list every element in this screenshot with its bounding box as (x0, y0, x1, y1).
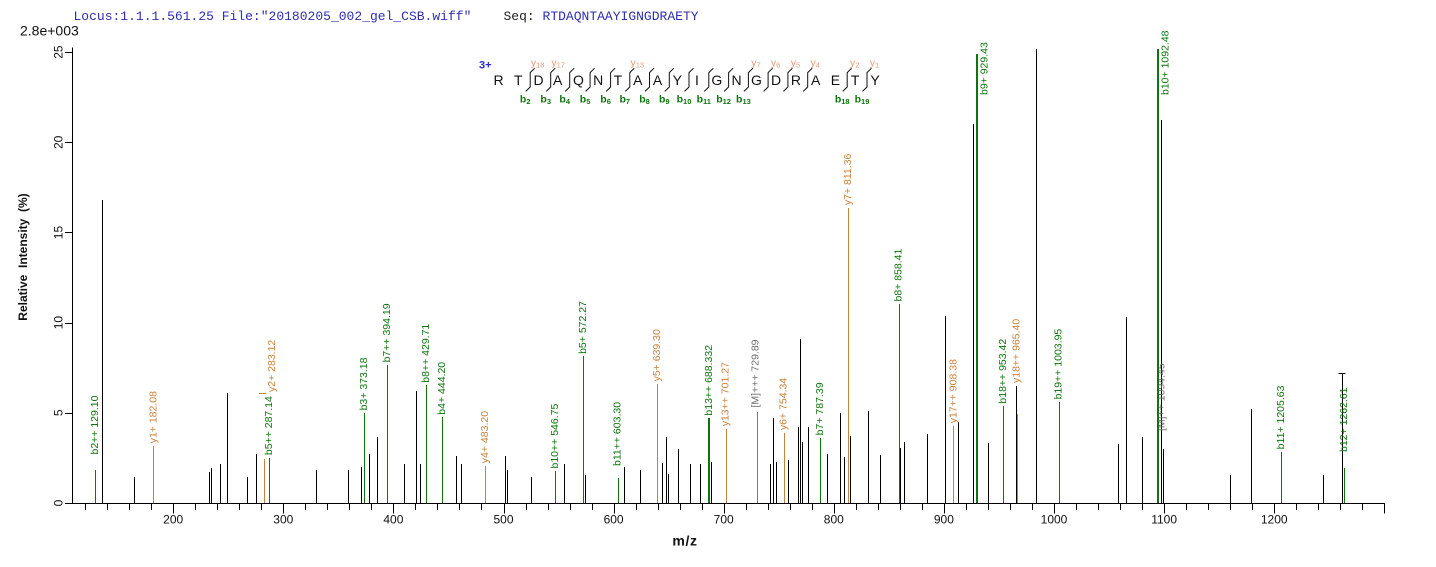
svg-text:700: 700 (714, 513, 734, 527)
svg-text:T: T (514, 72, 523, 88)
svg-text:y2+ 283.12: y2+ 283.12 (266, 340, 278, 392)
svg-text:b4: b4 (559, 94, 570, 107)
svg-text:b5+ 572.27: b5+ 572.27 (577, 301, 589, 354)
svg-text:b11: b11 (697, 94, 711, 107)
svg-text:Y: Y (673, 72, 683, 88)
svg-text:400: 400 (383, 513, 403, 527)
svg-text:25: 25 (52, 45, 66, 59)
svg-text:b7++ 394.19: b7++ 394.19 (381, 303, 393, 362)
svg-text:y18++ 965.40: y18++ 965.40 (1011, 319, 1023, 383)
svg-text:1100: 1100 (1151, 513, 1177, 527)
svg-text:y4+ 483.20: y4+ 483.20 (479, 411, 491, 463)
svg-text:Q: Q (573, 72, 584, 88)
svg-text:y17: y17 (551, 57, 565, 70)
svg-text:200: 200 (163, 513, 183, 527)
svg-text:b8: b8 (639, 94, 650, 107)
svg-text:y5+ 639.30: y5+ 639.30 (651, 329, 663, 381)
svg-text:b2++ 129.10: b2++ 129.10 (89, 395, 101, 454)
svg-text:b10++ 546.75: b10++ 546.75 (549, 404, 561, 469)
svg-text:b4+ 444.20: b4+ 444.20 (436, 362, 448, 415)
svg-text:b8++ 429.71: b8++ 429.71 (420, 324, 432, 383)
svg-text:b18: b18 (835, 94, 850, 107)
svg-text:A: A (811, 72, 821, 88)
svg-text:900: 900 (934, 513, 954, 527)
svg-text:3+: 3+ (479, 60, 492, 72)
svg-text:1200: 1200 (1261, 513, 1288, 527)
svg-text:I: I (695, 72, 699, 88)
svg-text:m/z: m/z (672, 533, 697, 549)
svg-text:E: E (831, 72, 840, 88)
svg-text:R: R (493, 72, 503, 88)
svg-text:y13++ 701.27: y13++ 701.27 (720, 362, 732, 426)
svg-text:500: 500 (493, 513, 513, 527)
svg-text:[M]+++ 729.89: [M]+++ 729.89 (750, 339, 762, 407)
svg-text:N: N (593, 72, 603, 88)
svg-text:y17++ 908.38: y17++ 908.38 (947, 359, 959, 423)
svg-text:G: G (751, 72, 762, 88)
svg-text:b6: b6 (600, 94, 611, 107)
svg-text:0: 0 (52, 499, 66, 506)
svg-text:b7+ 787.39: b7+ 787.39 (814, 382, 826, 435)
svg-text:G: G (711, 72, 722, 88)
svg-text:b10: b10 (677, 94, 692, 107)
svg-text:T: T (614, 72, 623, 88)
svg-text:y6: y6 (771, 57, 780, 70)
svg-text:b11+ 1205.63: b11+ 1205.63 (1275, 385, 1287, 449)
svg-text:y2: y2 (850, 57, 859, 70)
svg-text:b12+ 1262.61: b12+ 1262.61 (1338, 387, 1350, 452)
svg-text:A: A (653, 72, 663, 88)
svg-text:A: A (633, 72, 643, 88)
svg-text:y6+ 754.34: y6+ 754.34 (778, 378, 790, 430)
svg-text:2.8e+003: 2.8e+003 (20, 23, 79, 39)
svg-text:15: 15 (52, 226, 66, 240)
svg-text:b5++ 287.14: b5++ 287.14 (263, 396, 275, 455)
svg-text:b9+ 929.43: b9+ 929.43 (979, 42, 991, 95)
svg-text:300: 300 (273, 513, 293, 527)
svg-text:Locus:1.1.1.561.25 File:"20180: Locus:1.1.1.561.25 File:"20180205_002_ge… (74, 9, 472, 24)
svg-text:b8+ 858.41: b8+ 858.41 (893, 248, 905, 301)
svg-text:R: R (791, 72, 801, 88)
svg-text:b10+ 1092.48: b10+ 1092.48 (1160, 30, 1172, 95)
svg-text:y13: y13 (631, 57, 645, 70)
svg-text:b3: b3 (540, 94, 551, 107)
svg-text:b5: b5 (580, 94, 591, 107)
svg-text:b19++ 1003.95: b19++ 1003.95 (1053, 329, 1065, 400)
svg-text:1000: 1000 (1041, 513, 1068, 527)
svg-text:Seq: RTDAQNTAAYIGNGDRAETY: Seq: RTDAQNTAAYIGNGDRAETY (504, 9, 699, 24)
svg-text:b13++ 688.332: b13++ 688.332 (703, 345, 715, 416)
svg-text:A: A (553, 72, 563, 88)
svg-text:y4: y4 (810, 57, 819, 70)
svg-text:800: 800 (824, 513, 844, 527)
svg-text:y1: y1 (870, 57, 879, 70)
svg-text:5: 5 (52, 409, 66, 416)
svg-text:Relative Intensity (%): Relative Intensity (%) (16, 193, 30, 320)
svg-text:y7+ 811.36: y7+ 811.36 (842, 153, 854, 205)
svg-text:b9: b9 (659, 94, 670, 107)
svg-text:b11++ 603.30: b11++ 603.30 (612, 402, 624, 466)
svg-text:b19: b19 (855, 94, 870, 107)
svg-text:b7: b7 (620, 94, 631, 107)
svg-text:T: T (851, 72, 860, 88)
svg-text:b13: b13 (736, 94, 751, 107)
svg-text:Y: Y (870, 72, 880, 88)
svg-text:b18++ 953.42: b18++ 953.42 (997, 339, 1009, 404)
svg-text:y5: y5 (791, 57, 800, 70)
svg-text:10: 10 (52, 316, 66, 330)
svg-text:D: D (771, 72, 781, 88)
svg-text:y1+ 182.08: y1+ 182.08 (147, 391, 159, 443)
svg-text:D: D (533, 72, 543, 88)
svg-text:y7: y7 (751, 57, 760, 70)
svg-text:b12: b12 (716, 94, 731, 107)
svg-text:y18: y18 (531, 57, 545, 70)
svg-text:20: 20 (52, 135, 66, 149)
svg-text:600: 600 (604, 513, 624, 527)
svg-text:N: N (732, 72, 742, 88)
svg-text:b3+ 373.18: b3+ 373.18 (358, 357, 370, 410)
svg-text:b2: b2 (520, 94, 531, 107)
